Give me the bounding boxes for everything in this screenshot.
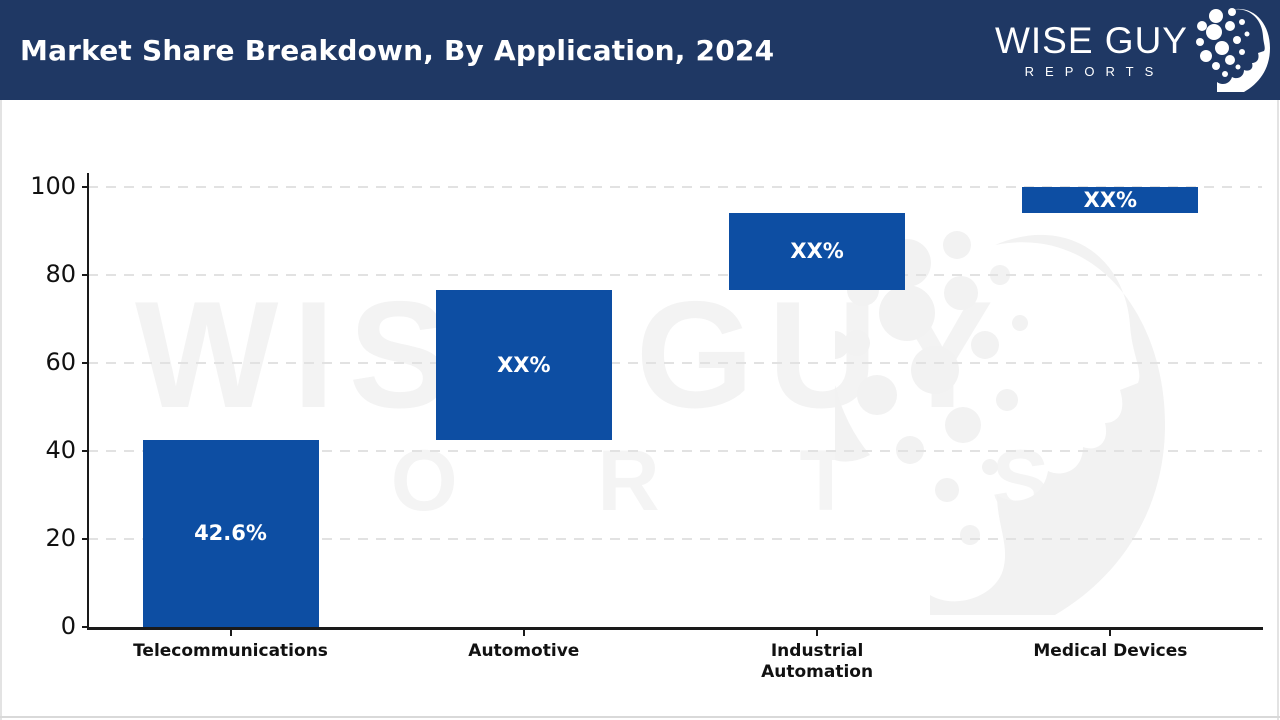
page-title: Market Share Breakdown, By Application, …: [20, 33, 775, 67]
gridline-y40: [88, 450, 1262, 452]
bar-label-2: XX%: [790, 239, 844, 264]
logo-subtitle: REPORTS: [1024, 64, 1165, 79]
logo-wordmark: WISE GUY: [994, 20, 1188, 61]
x-axis: [87, 627, 1263, 630]
x-tick-2: [816, 630, 819, 636]
y-tick-40: [82, 450, 88, 452]
left-edge-line: [0, 100, 2, 720]
y-tick-label-0: 0: [60, 612, 76, 640]
bar-label-0: 42.6%: [194, 521, 267, 546]
x-tick-1: [522, 630, 525, 636]
y-tick-0: [82, 626, 88, 628]
dotted-head-icon: [1192, 4, 1270, 96]
category-label-0: Telecommunications: [133, 641, 328, 661]
bar-medical-devices: [1022, 187, 1199, 213]
bottom-edge-line: [0, 716, 1280, 718]
x-tick-3: [1109, 630, 1112, 636]
category-label-2: Industrial Automation: [761, 641, 874, 682]
y-tick-label-20: 20: [45, 524, 76, 552]
category-label-3: Medical Devices: [1033, 641, 1188, 661]
bar-label-3: XX%: [1083, 187, 1138, 212]
gridline-y60: [88, 362, 1262, 364]
logo-text: WISE GUY REPORTS: [995, 22, 1188, 78]
gridline-y20: [88, 538, 1262, 540]
category-label-1: Automotive: [468, 641, 580, 661]
y-axis: [87, 173, 89, 630]
y-tick-100: [82, 186, 88, 188]
bar-label-1: XX%: [497, 352, 551, 377]
y-tick-label-60: 60: [45, 348, 76, 376]
right-edge-line: [1277, 100, 1279, 720]
y-tick-label-80: 80: [45, 260, 76, 288]
bar-telecommunications: [142, 439, 319, 627]
wise-guy-reports-logo: WISE GUY REPORTS: [995, 4, 1280, 96]
chart-area: WISE GUY P O R T S 0 20 40 60 80 100 42.6% Tele…: [0, 100, 1280, 720]
y-tick-20: [82, 538, 88, 540]
x-tick-0: [229, 630, 232, 636]
y-tick-label-40: 40: [45, 436, 76, 464]
y-tick-60: [82, 362, 88, 364]
bar-automotive: [435, 289, 612, 440]
bar-industrial-automation: [729, 212, 906, 290]
header-bar: Market Share Breakdown, By Application, …: [0, 0, 1280, 100]
gridline-y80: [88, 274, 1262, 276]
y-tick-80: [82, 274, 88, 276]
y-tick-label-100: 100: [30, 172, 76, 200]
gridline-y100: [88, 186, 1262, 188]
